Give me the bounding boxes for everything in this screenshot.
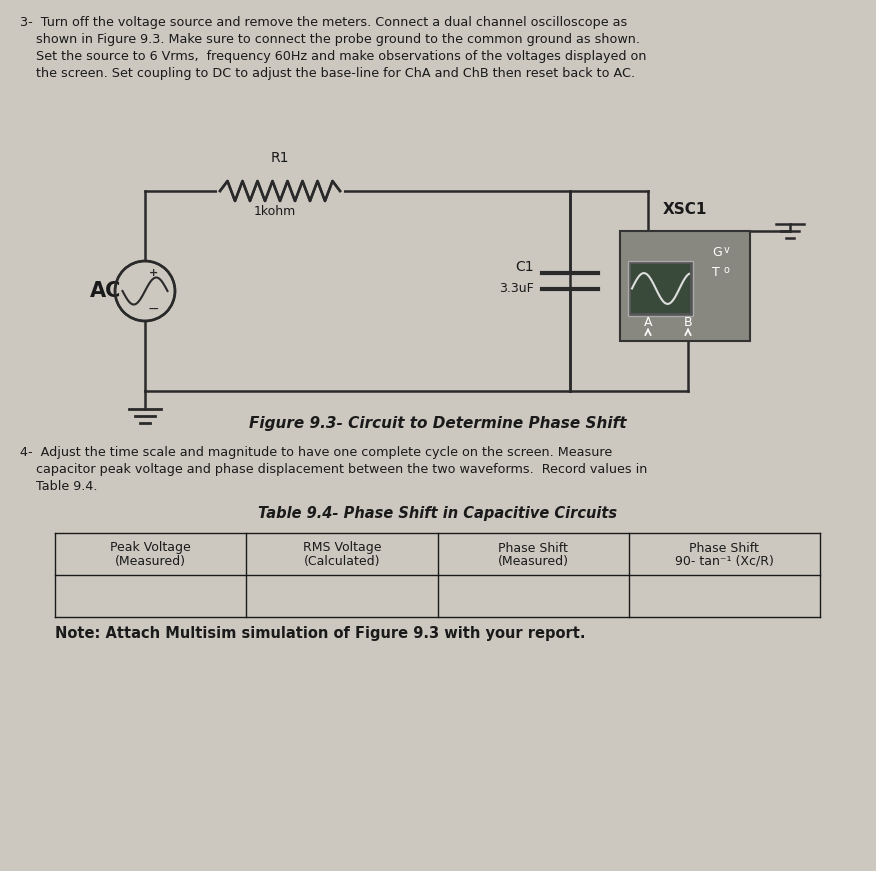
Bar [628, 261, 693, 316]
Text: R1: R1 [271, 151, 289, 165]
Text: Peak Voltage: Peak Voltage [110, 542, 191, 555]
Text: −: − [147, 302, 159, 316]
Bar [620, 231, 750, 341]
Text: Set the source to 6 Vrms,  frequency 60Hz and make observations of the voltages : Set the source to 6 Vrms, frequency 60Hz… [20, 50, 646, 63]
Text: (Calculated): (Calculated) [304, 555, 380, 568]
Text: 1kohm: 1kohm [254, 205, 296, 218]
Text: Phase Shift: Phase Shift [689, 542, 759, 555]
Circle shape [116, 262, 174, 320]
Text: v: v [724, 245, 730, 255]
Text: AC: AC [90, 281, 122, 301]
Text: shown in Figure 9.3. Make sure to connect the probe ground to the common ground : shown in Figure 9.3. Make sure to connec… [20, 33, 640, 46]
Text: +: + [148, 268, 158, 278]
Text: Figure 9.3- Circuit to Determine Phase Shift: Figure 9.3- Circuit to Determine Phase S… [250, 416, 626, 431]
Text: C1: C1 [515, 260, 534, 274]
Text: o: o [724, 265, 730, 275]
Text: B: B [683, 316, 692, 329]
Text: (Measured): (Measured) [498, 555, 569, 568]
Text: T: T [712, 267, 720, 280]
Text: 3.3uF: 3.3uF [499, 282, 534, 295]
Text: 4-  Adjust the time scale and magnitude to have one complete cycle on the screen: 4- Adjust the time scale and magnitude t… [20, 446, 612, 459]
Text: 3-  Turn off the voltage source and remove the meters. Connect a dual channel os: 3- Turn off the voltage source and remov… [20, 16, 627, 29]
Text: Note: Attach Multisim simulation of Figure 9.3 with your report.: Note: Attach Multisim simulation of Figu… [55, 626, 585, 641]
Bar [631, 264, 690, 313]
Text: Phase Shift: Phase Shift [498, 542, 568, 555]
Text: 90- tan⁻¹ (Xc/R): 90- tan⁻¹ (Xc/R) [675, 555, 774, 568]
Text: Table 9.4- Phase Shift in Capacitive Circuits: Table 9.4- Phase Shift in Capacitive Cir… [258, 506, 618, 521]
Text: RMS Voltage: RMS Voltage [302, 542, 381, 555]
Text: G: G [712, 246, 722, 260]
Text: XSC1: XSC1 [663, 202, 707, 217]
Text: (Measured): (Measured) [115, 555, 186, 568]
Text: Table 9.4.: Table 9.4. [20, 480, 97, 493]
Text: A: A [644, 316, 653, 329]
Text: capacitor peak voltage and phase displacement between the two waveforms.  Record: capacitor peak voltage and phase displac… [20, 463, 647, 476]
Text: the screen. Set coupling to DC to adjust the base-line for ChA and ChB then rese: the screen. Set coupling to DC to adjust… [20, 67, 635, 80]
